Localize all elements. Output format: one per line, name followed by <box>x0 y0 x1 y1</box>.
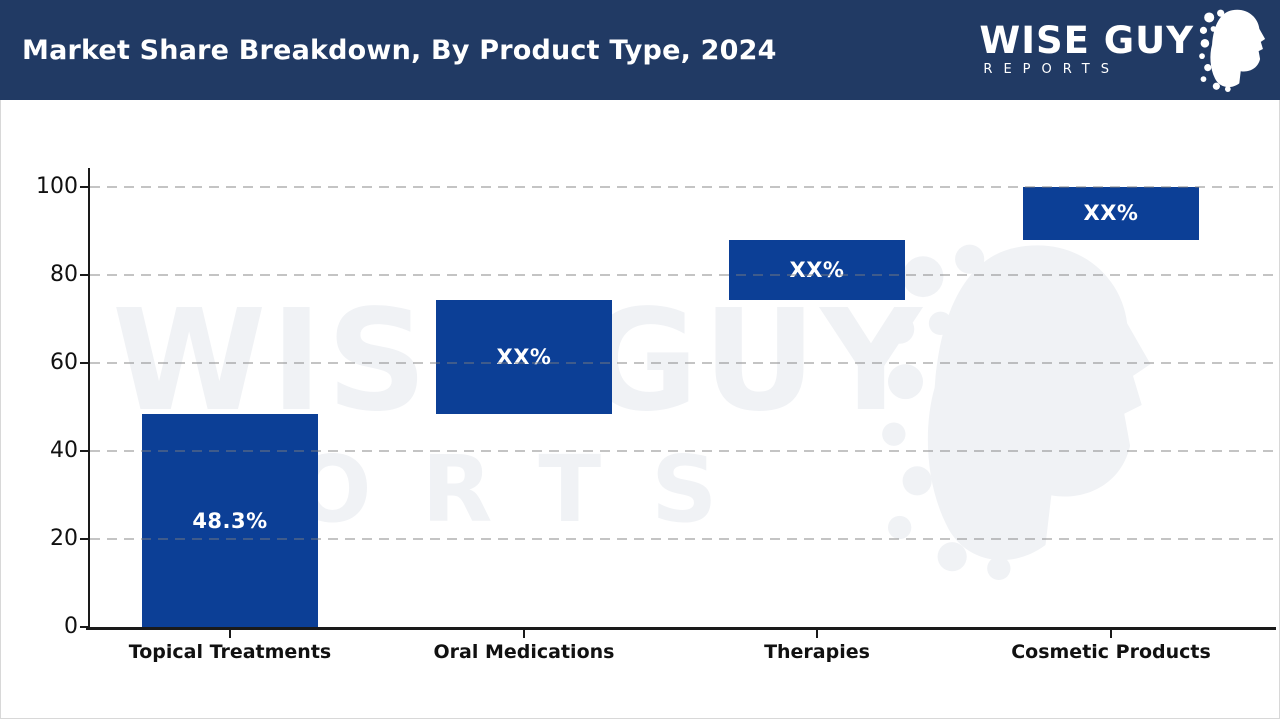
x-tick-mark-1 <box>229 630 231 638</box>
watermark-head-icon <box>882 244 1151 580</box>
brand-logo: WISE GUY REPORTS <box>979 6 1272 92</box>
y-tick-mark-0 <box>80 626 89 628</box>
x-tick-mark-2 <box>523 630 525 638</box>
page-title: Market Share Breakdown, By Product Type,… <box>22 34 777 66</box>
x-category-label-topical-treatments: Topical Treatments <box>128 641 332 663</box>
y-tick-label-40: 40 <box>50 438 78 463</box>
brand-name: WISE GUY <box>979 18 1194 62</box>
bar-value-label: XX% <box>496 345 552 370</box>
wise-guy-head-icon <box>1199 9 1266 92</box>
x-category-label-cosmetic-products: Cosmetic Products <box>1011 641 1211 663</box>
x-category-label-oral-medications: Oral Medications <box>433 641 615 663</box>
bar-cosmetic-products: XX% <box>1023 187 1199 240</box>
y-tick-mark-100 <box>80 186 89 188</box>
brand-logo-text: WISE GUY REPORTS <box>979 22 1194 77</box>
y-tick-mark-40 <box>80 450 89 452</box>
x-axis-line <box>86 627 1276 630</box>
gridline-y-20 <box>90 538 1276 540</box>
bar-therapies: XX% <box>729 239 905 301</box>
brand-subname: REPORTS <box>983 61 1121 77</box>
gridline-y-80 <box>90 274 1276 276</box>
y-tick-label-0: 0 <box>64 614 78 639</box>
bar-topical-treatments: 48.3% <box>142 414 318 627</box>
bar-value-label: XX% <box>1083 201 1139 226</box>
y-tick-mark-80 <box>80 274 89 276</box>
gridline-y-40 <box>90 450 1276 452</box>
y-tick-mark-60 <box>80 362 89 364</box>
y-tick-label-100: 100 <box>36 174 78 199</box>
bar-oral-medications: XX% <box>436 300 612 415</box>
gridline-y-100 <box>90 186 1276 188</box>
y-axis-line <box>88 168 90 629</box>
y-tick-mark-20 <box>80 538 89 540</box>
y-tick-label-20: 20 <box>50 526 78 551</box>
bar-value-label: XX% <box>789 257 845 282</box>
x-tick-mark-4 <box>1110 630 1112 638</box>
gridline-y-60 <box>90 362 1276 364</box>
y-tick-label-60: 60 <box>50 350 78 375</box>
x-category-label-therapies: Therapies <box>764 641 870 663</box>
y-tick-label-80: 80 <box>50 262 78 287</box>
header-bar: Market Share Breakdown, By Product Type,… <box>0 0 1280 100</box>
x-tick-mark-3 <box>816 630 818 638</box>
bar-value-label: 48.3% <box>192 508 268 533</box>
